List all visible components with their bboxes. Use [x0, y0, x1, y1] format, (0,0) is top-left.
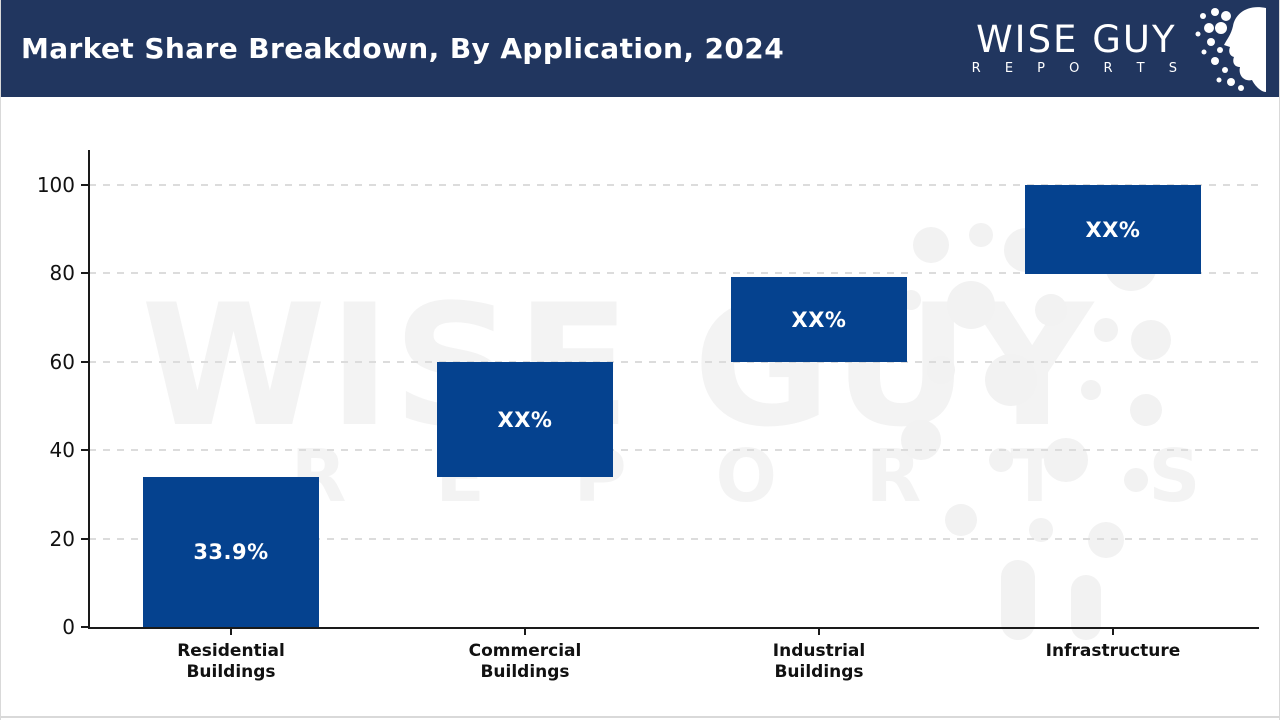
header: Market Share Breakdown, By Application, …: [1, 0, 1279, 97]
plot-area: 0 20 40 60 80 100 33.9% Residential Buildings XX%…: [1, 97, 1279, 717]
bar-2: XX%: [437, 362, 613, 478]
gridline-60: [89, 360, 1259, 363]
wiseguy-logo: WISE GUY R E P O R T S: [966, 4, 1267, 94]
category-label: Infrastructure: [1045, 641, 1181, 661]
bar-3: XX%: [731, 277, 907, 363]
y-tick-label: 20: [49, 526, 75, 551]
y-tick-mark: [81, 360, 88, 363]
face-profile-icon: [1195, 6, 1266, 92]
logo-wordmark: WISE GUY: [976, 18, 1177, 61]
bar-4: XX%: [1025, 185, 1201, 275]
logo-text: WISE GUY R E P O R T S: [966, 18, 1187, 77]
x-tick-mark: [524, 628, 526, 635]
bottom-border: [1, 716, 1279, 718]
x-axis-line: [88, 627, 1259, 629]
gridline-20: [89, 537, 1259, 540]
bar-1: 33.9%: [143, 477, 319, 627]
bar-value-label: 33.9%: [193, 540, 269, 565]
gridline-40: [89, 449, 1259, 452]
y-tick-label: 60: [49, 349, 75, 374]
bar-value-label: XX%: [791, 307, 847, 332]
x-tick-mark: [818, 628, 820, 635]
gridline-80: [89, 272, 1259, 275]
bar-value-label: XX%: [497, 407, 553, 432]
y-tick-label: 40: [49, 438, 75, 463]
y-tick-mark: [81, 537, 88, 540]
category-label: Residential Buildings: [177, 641, 285, 682]
logo-subtext: R E P O R T S: [971, 61, 1187, 76]
x-tick-mark: [1112, 628, 1114, 635]
y-tick-mark: [81, 272, 88, 275]
bar-value-label: XX%: [1085, 217, 1141, 242]
y-tick-label: 100: [36, 173, 75, 197]
y-axis-line: [88, 150, 90, 629]
y-tick-label: 0: [62, 615, 75, 639]
y-tick-mark: [81, 184, 88, 186]
category-label: Industrial Buildings: [772, 641, 866, 682]
x-tick-mark: [230, 628, 232, 635]
page-title: Market Share Breakdown, By Application, …: [21, 32, 785, 65]
gridline-100: [89, 184, 1259, 186]
category-label: Commercial Buildings: [468, 641, 582, 682]
y-tick-mark: [81, 449, 88, 452]
y-tick-label: 80: [49, 261, 75, 286]
y-tick-mark: [81, 626, 88, 628]
